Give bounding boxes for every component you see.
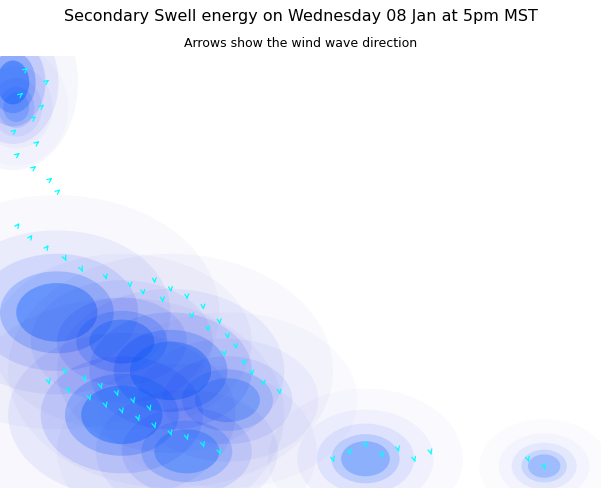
Ellipse shape [57,298,187,386]
Ellipse shape [341,441,390,476]
Ellipse shape [130,342,211,400]
Text: Secondary Swell energy on Wednesday 08 Jan at 5pm MST: Secondary Swell energy on Wednesday 08 J… [64,9,537,24]
Text: Arrows show the wind wave direction: Arrows show the wind wave direction [184,37,417,50]
Ellipse shape [65,374,178,456]
Ellipse shape [0,61,29,104]
Ellipse shape [90,320,154,364]
Ellipse shape [528,454,560,478]
Ellipse shape [8,333,236,488]
Ellipse shape [0,21,58,144]
Ellipse shape [182,369,273,431]
Ellipse shape [76,311,167,372]
Ellipse shape [0,87,34,128]
Ellipse shape [41,356,203,473]
Ellipse shape [154,429,219,473]
Ellipse shape [0,230,171,394]
Ellipse shape [195,378,260,422]
Ellipse shape [331,434,400,483]
Ellipse shape [0,39,46,126]
Ellipse shape [3,93,29,122]
Ellipse shape [511,443,576,488]
Ellipse shape [162,356,292,444]
Ellipse shape [522,449,567,483]
Ellipse shape [31,280,213,403]
Ellipse shape [317,424,414,488]
Ellipse shape [122,407,252,488]
Ellipse shape [57,289,284,453]
Ellipse shape [0,52,35,113]
Ellipse shape [0,78,42,137]
Ellipse shape [114,330,227,412]
Ellipse shape [0,271,114,353]
Ellipse shape [90,312,252,429]
Ellipse shape [141,421,232,482]
Ellipse shape [16,283,97,342]
Ellipse shape [0,254,138,371]
Ellipse shape [81,386,162,444]
